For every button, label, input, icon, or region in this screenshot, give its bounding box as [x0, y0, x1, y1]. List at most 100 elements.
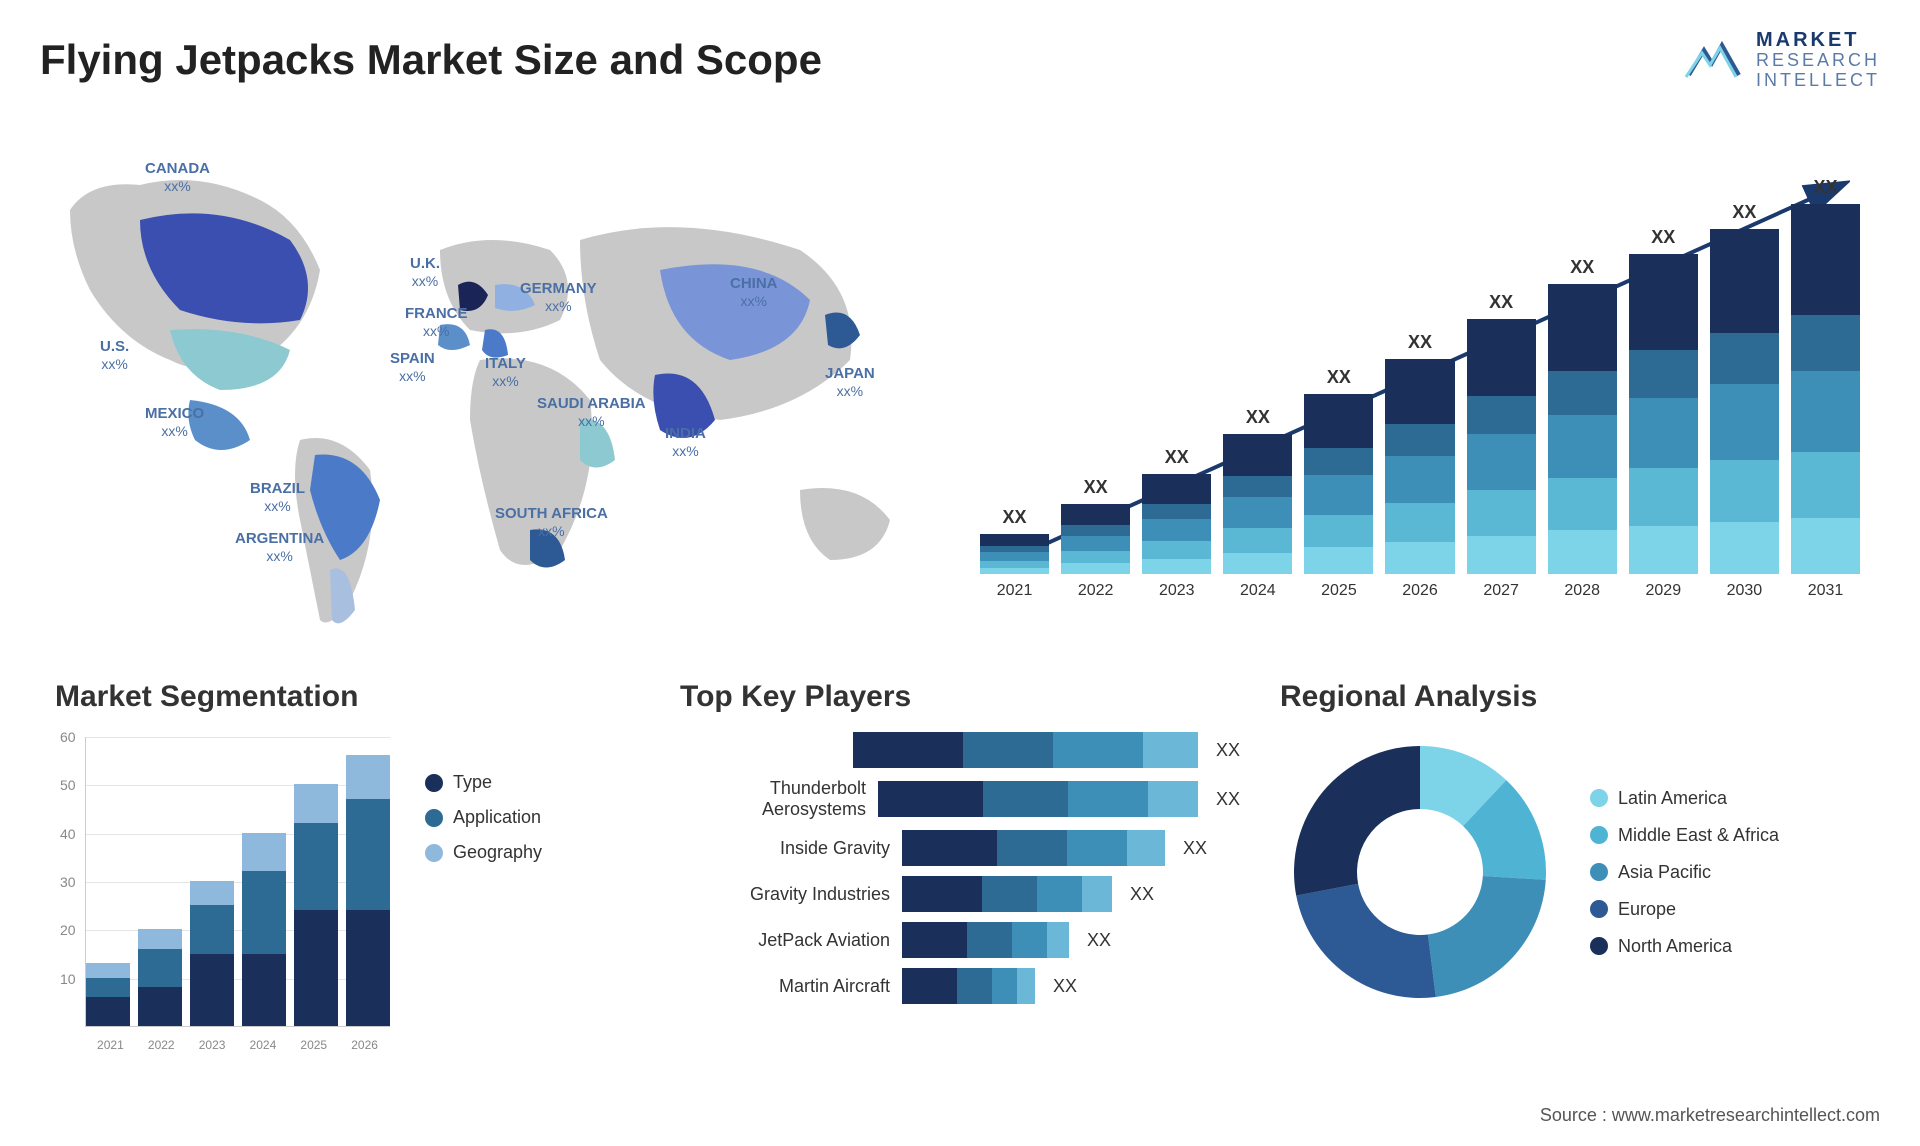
- seg-legend-item: Geography: [425, 842, 542, 863]
- player-row: Martin Aircraft XX: [680, 968, 1240, 1004]
- growth-value-label: XX: [1165, 447, 1189, 468]
- map-label-argentina: ARGENTINAxx%: [235, 530, 324, 566]
- seg-bar-2023: [190, 881, 234, 1026]
- growth-value-label: XX: [1570, 257, 1594, 278]
- seg-ytick: 40: [60, 826, 76, 842]
- growth-year-label: 2028: [1564, 582, 1600, 600]
- growth-year-label: 2030: [1727, 582, 1763, 600]
- growth-bar-2030: XX 2030: [1710, 202, 1779, 600]
- growth-year-label: 2029: [1646, 582, 1682, 600]
- players-title: Top Key Players: [680, 680, 1240, 714]
- map-label-china: CHINAxx%: [730, 275, 778, 311]
- growth-year-label: 2024: [1240, 582, 1276, 600]
- player-value: XX: [1183, 838, 1207, 859]
- regional-title: Regional Analysis: [1280, 680, 1880, 714]
- seg-bar-2025: [294, 784, 338, 1026]
- world-map: CANADAxx%U.S.xx%MEXICOxx%BRAZILxx%ARGENT…: [40, 130, 940, 650]
- player-label: Gravity Industries: [680, 884, 890, 905]
- growth-value-label: XX: [1489, 292, 1513, 313]
- seg-year-label: 2023: [199, 1038, 226, 1052]
- seg-year-label: 2021: [97, 1038, 124, 1052]
- region-legend-item: North America: [1590, 936, 1779, 957]
- player-value: XX: [1130, 884, 1154, 905]
- growth-bar-2028: XX 2028: [1548, 257, 1617, 600]
- seg-year-label: 2022: [148, 1038, 175, 1052]
- region-legend-item: Latin America: [1590, 788, 1779, 809]
- logo-text-1: MARKET: [1756, 29, 1880, 51]
- seg-legend-item: Type: [425, 772, 542, 793]
- growth-bar-2024: XX2024: [1223, 407, 1292, 600]
- player-label: Inside Gravity: [680, 838, 890, 859]
- region-legend-item: Europe: [1590, 899, 1779, 920]
- region-legend-item: Asia Pacific: [1590, 862, 1779, 883]
- map-label-spain: SPAINxx%: [390, 350, 435, 386]
- map-label-brazil: BRAZILxx%: [250, 480, 305, 516]
- player-label: Thunderbolt Aerosystems: [680, 778, 866, 820]
- growth-year-label: 2027: [1483, 582, 1519, 600]
- logo-text-3: INTELLECT: [1756, 71, 1880, 91]
- seg-ytick: 50: [60, 777, 76, 793]
- growth-bar-2022: XX2022: [1061, 477, 1130, 600]
- map-label-us: U.S.xx%: [100, 338, 129, 374]
- player-value: XX: [1216, 789, 1240, 810]
- seg-bar-2021: [86, 963, 130, 1026]
- player-label: JetPack Aviation: [680, 930, 890, 951]
- player-value: XX: [1087, 930, 1111, 951]
- growth-bar-2025: XX 2025: [1304, 367, 1373, 600]
- seg-ytick: 30: [60, 874, 76, 890]
- players-chart: XXThunderbolt AerosystemsXXInside Gravit…: [680, 732, 1240, 1004]
- player-row: JetPack Aviation XX: [680, 922, 1240, 958]
- source-text: Source : www.marketresearchintellect.com: [1540, 1105, 1880, 1126]
- segmentation-chart: 102030405060 202120222023202420252026: [55, 732, 395, 1052]
- segmentation-legend: Type Application Geography: [425, 732, 542, 863]
- segmentation-section: Market Segmentation 102030405060 2021202…: [55, 680, 615, 1052]
- map-label-saudiarabia: SAUDI ARABIAxx%: [537, 395, 646, 431]
- players-section: Top Key Players XXThunderbolt Aerosystem…: [680, 680, 1240, 1004]
- seg-year-label: 2025: [300, 1038, 327, 1052]
- header: Flying Jetpacks Market Size and Scope MA…: [40, 20, 1880, 100]
- seg-bar-2024: [242, 833, 286, 1026]
- map-label-southafrica: SOUTH AFRICAxx%: [495, 505, 608, 541]
- map-label-germany: GERMANYxx%: [520, 280, 597, 316]
- growth-value-label: XX: [1732, 202, 1756, 223]
- player-row: XX: [680, 732, 1240, 768]
- logo-text-2: RESEARCH: [1756, 51, 1880, 71]
- player-value: XX: [1053, 976, 1077, 997]
- donut-slice-asia-pacific: [1428, 876, 1546, 997]
- growth-year-label: 2023: [1159, 582, 1195, 600]
- map-label-italy: ITALYxx%: [485, 355, 526, 391]
- player-row: Gravity Industries XX: [680, 876, 1240, 912]
- regional-section: Regional Analysis Latin AmericaMiddle Ea…: [1280, 680, 1880, 1012]
- seg-ytick: 20: [60, 922, 76, 938]
- main-title: Flying Jetpacks Market Size and Scope: [40, 36, 822, 84]
- growth-value-label: XX: [1813, 177, 1837, 198]
- seg-legend-item: Application: [425, 807, 542, 828]
- donut-slice-north-america: [1294, 746, 1420, 896]
- growth-year-label: 2031: [1808, 582, 1844, 600]
- logo: MARKET RESEARCH INTELLECT: [1684, 29, 1880, 91]
- seg-ytick: 60: [60, 729, 76, 745]
- donut-slice-europe: [1296, 884, 1436, 998]
- map-label-uk: U.K.xx%: [410, 255, 440, 291]
- segmentation-title: Market Segmentation: [55, 680, 615, 714]
- map-label-india: INDIAxx%: [665, 425, 706, 461]
- growth-value-label: XX: [1084, 477, 1108, 498]
- logo-icon: [1684, 35, 1744, 85]
- player-value: XX: [1216, 740, 1240, 761]
- player-label: Martin Aircraft: [680, 976, 890, 997]
- growth-value-label: XX: [1651, 227, 1675, 248]
- player-row: Thunderbolt Aerosystems XX: [680, 778, 1240, 820]
- growth-year-label: 2026: [1402, 582, 1438, 600]
- map-label-france: FRANCExx%: [405, 305, 468, 341]
- growth-value-label: XX: [1003, 507, 1027, 528]
- growth-value-label: XX: [1327, 367, 1351, 388]
- regional-donut: [1280, 732, 1560, 1012]
- regional-legend: Latin AmericaMiddle East & AfricaAsia Pa…: [1590, 788, 1779, 957]
- player-row: Inside Gravity XX: [680, 830, 1240, 866]
- seg-year-label: 2026: [351, 1038, 378, 1052]
- map-label-canada: CANADAxx%: [145, 160, 210, 196]
- map-label-japan: JAPANxx%: [825, 365, 875, 401]
- growth-year-label: 2025: [1321, 582, 1357, 600]
- seg-bar-2026: [346, 755, 390, 1026]
- growth-year-label: 2021: [997, 582, 1033, 600]
